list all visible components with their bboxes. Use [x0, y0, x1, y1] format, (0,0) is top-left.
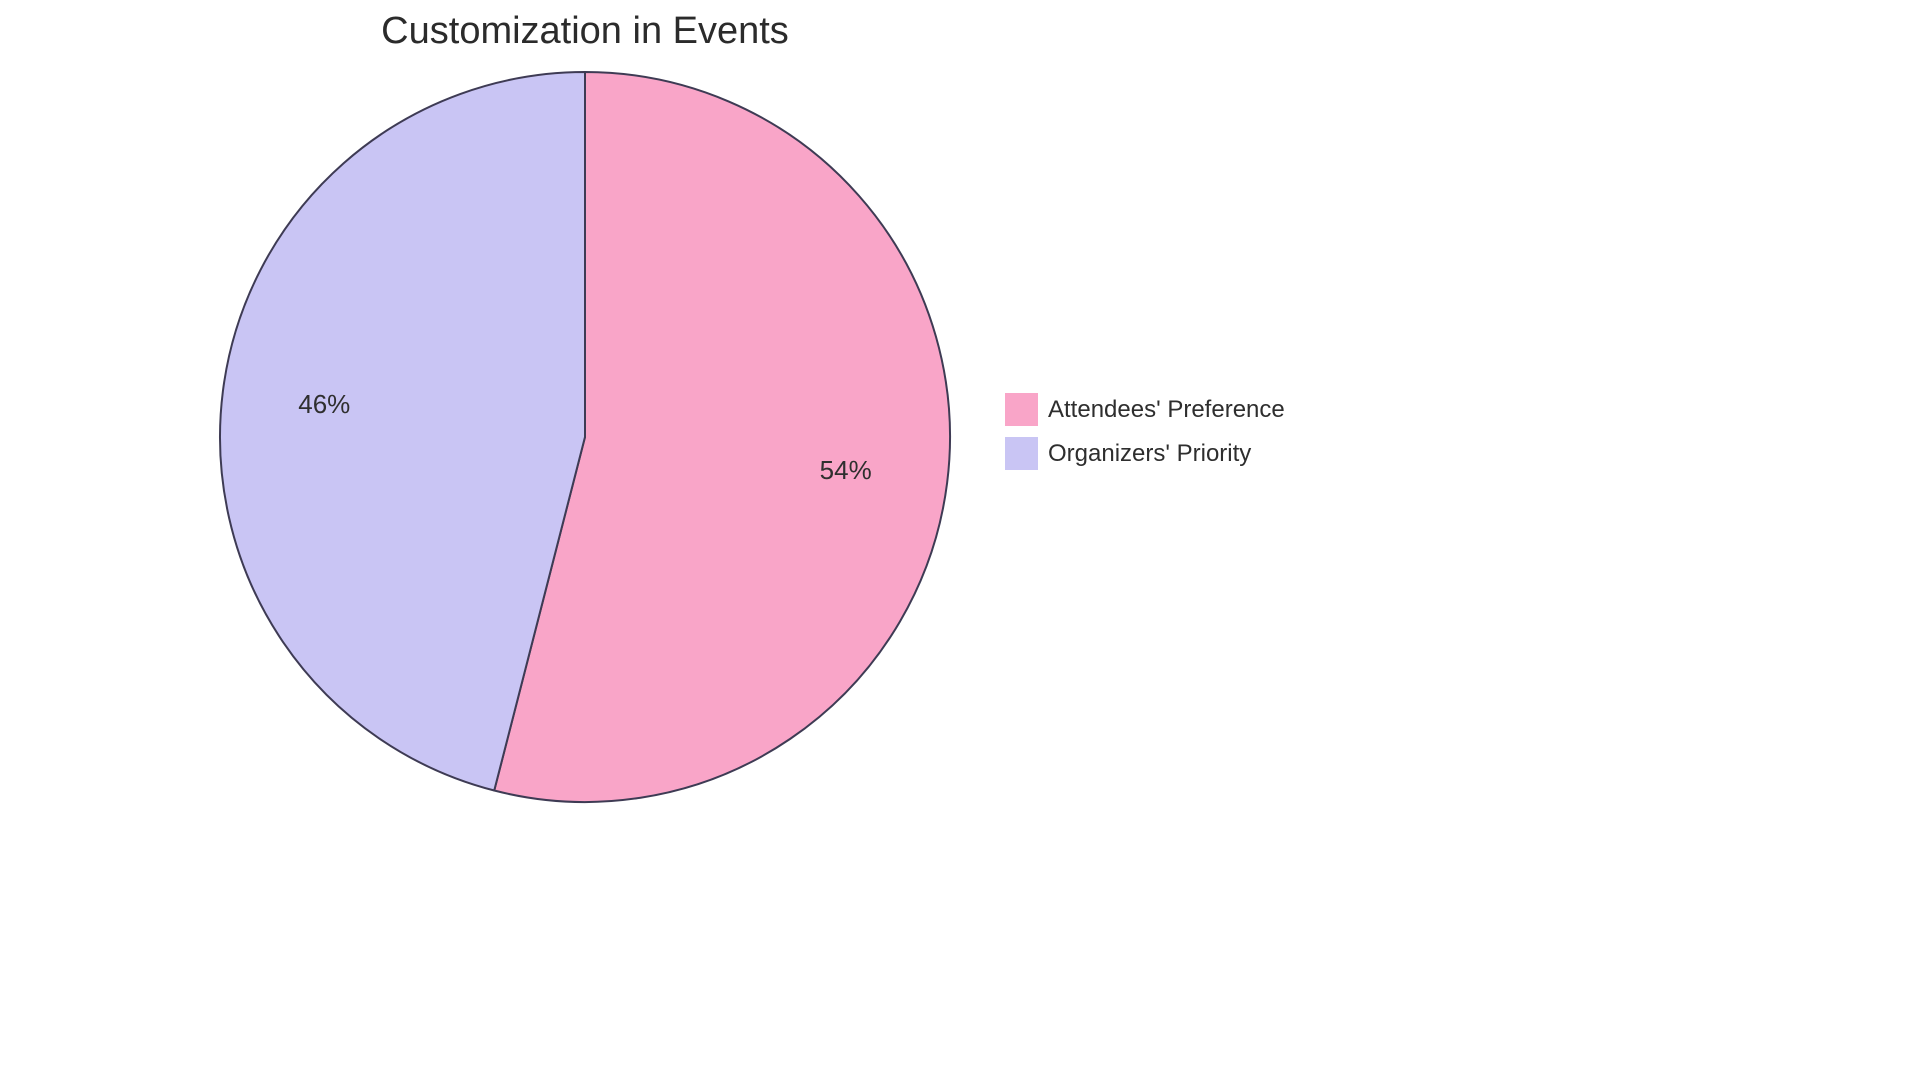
legend: Attendees' Preference Organizers' Priori…: [1005, 393, 1285, 470]
slice-percent-label: 54%: [820, 455, 872, 485]
legend-item-attendees-preference: Attendees' Preference: [1005, 393, 1285, 426]
chart-title: Customization in Events: [381, 10, 789, 52]
pie-slice-0: [493, 71, 952, 803]
pie-slice-1: [219, 71, 586, 792]
legend-item-organizers-priority: Organizers' Priority: [1005, 437, 1285, 470]
legend-label: Attendees' Preference: [1048, 395, 1285, 423]
slice-percent-label: 46%: [298, 389, 350, 419]
legend-label: Organizers' Priority: [1048, 439, 1252, 467]
legend-swatch-attendees-preference: [1005, 393, 1038, 426]
legend-swatch-organizers-priority: [1005, 437, 1038, 470]
